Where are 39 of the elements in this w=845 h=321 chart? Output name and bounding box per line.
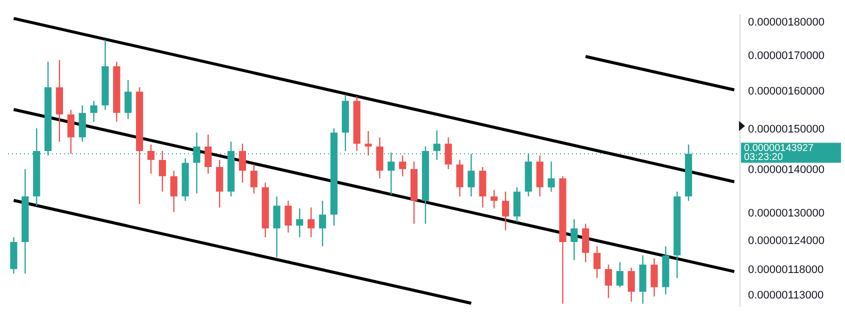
- y-tick-label: 0.00000113000: [748, 289, 824, 302]
- candlestick: [628, 266, 635, 302]
- y-tick-label: 0.00000130000: [748, 207, 824, 220]
- y-tick-label: 0.00000140000: [748, 164, 824, 176]
- y-tick-label: 0.00000160000: [748, 86, 824, 98]
- candlestick: [318, 200, 326, 247]
- candlestick: [468, 153, 475, 198]
- y-tick-label: 0.00000170000: [748, 50, 824, 62]
- candlestick: [90, 100, 98, 122]
- candlestick: [616, 262, 624, 288]
- candlestick: [273, 196, 280, 258]
- candlestick: [444, 136, 452, 170]
- candlestick: [308, 206, 315, 238]
- candlestick: [67, 109, 74, 154]
- candlestick: [147, 144, 155, 174]
- y-tick-label: 0.00000124000: [748, 235, 824, 248]
- y-tick-label: 0.00000118000: [748, 264, 824, 276]
- candlestick: [250, 164, 258, 194]
- candlestick: [364, 130, 372, 156]
- candlestick: [170, 170, 178, 213]
- text: 03:23:20: [744, 152, 784, 163]
- candlestick: [158, 150, 166, 192]
- candlestick: [124, 79, 132, 120]
- y-tick-label: 0.00000180000: [748, 16, 824, 29]
- candlestick: [284, 200, 292, 234]
- ref-line-label: 0.00000143927: [744, 142, 814, 154]
- candlestick: [502, 191, 510, 231]
- candlestick: [650, 258, 658, 298]
- candlestick: [399, 154, 406, 177]
- candlestick: [490, 189, 498, 209]
- candlestick: [296, 208, 304, 238]
- candlestick: [570, 218, 578, 261]
- candlestick: [604, 264, 612, 299]
- y-tick-label: 0.00000150000: [748, 124, 824, 136]
- candlestick: [204, 134, 212, 174]
- candlestick: [456, 159, 464, 198]
- candlestick: [238, 143, 246, 184]
- candlestick: [548, 160, 555, 192]
- candlestick: [593, 246, 601, 279]
